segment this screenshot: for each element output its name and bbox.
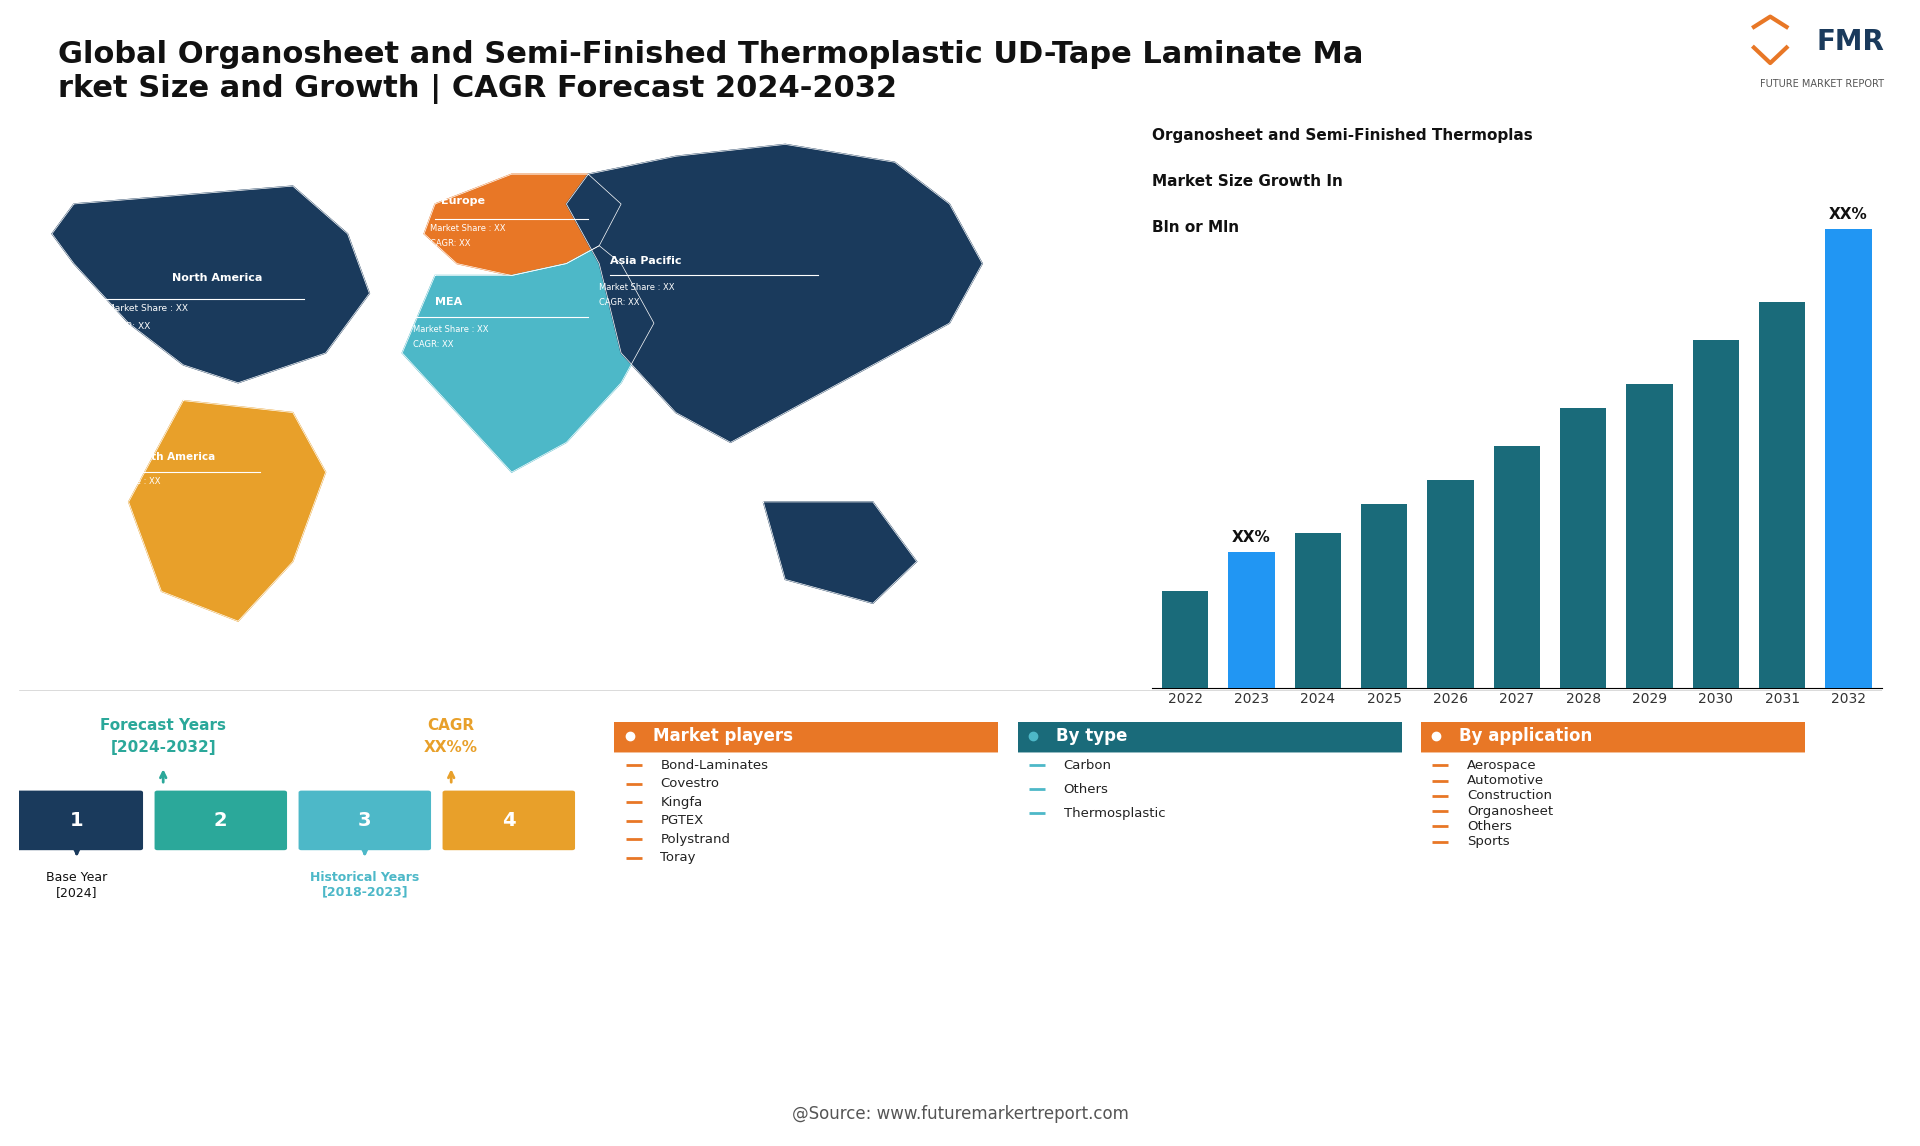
Text: CAGR: XX: CAGR: XX <box>430 238 470 248</box>
Text: 2: 2 <box>213 811 228 830</box>
FancyBboxPatch shape <box>442 791 576 850</box>
Bar <box>1229 552 1275 688</box>
Text: By type: By type <box>1056 728 1127 745</box>
Bar <box>1494 446 1540 688</box>
Bar <box>1693 340 1740 688</box>
Bar <box>1826 229 1872 688</box>
Bar <box>1626 384 1672 688</box>
Text: Europe: Europe <box>440 196 484 206</box>
Text: XX%: XX% <box>1233 531 1271 545</box>
Text: Others: Others <box>1064 783 1108 795</box>
Text: [2018-2023]: [2018-2023] <box>321 886 409 898</box>
Text: Carbon: Carbon <box>1064 759 1112 771</box>
Text: Organosheet: Organosheet <box>1467 804 1553 817</box>
Text: Market Share : XX: Market Share : XX <box>84 477 161 486</box>
Text: MEA: MEA <box>436 297 463 307</box>
Polygon shape <box>52 186 369 383</box>
Text: Automotive: Automotive <box>1467 774 1544 787</box>
Text: Market Share : XX: Market Share : XX <box>413 325 490 335</box>
Bar <box>1427 480 1475 688</box>
Text: CAGR: XX: CAGR: XX <box>84 495 125 504</box>
Text: Bln or Mln: Bln or Mln <box>1152 220 1238 235</box>
Text: CAGR: XX: CAGR: XX <box>413 340 453 350</box>
Bar <box>1162 591 1208 688</box>
Text: 3: 3 <box>357 811 372 830</box>
Text: Construction: Construction <box>1467 790 1551 802</box>
Text: Others: Others <box>1467 819 1511 833</box>
Text: Kingfa: Kingfa <box>660 795 703 809</box>
Text: Toray: Toray <box>660 851 695 864</box>
Text: South America: South America <box>129 453 215 462</box>
Text: Sports: Sports <box>1467 835 1509 848</box>
Text: [2024-2032]: [2024-2032] <box>109 740 217 755</box>
Bar <box>1559 408 1607 688</box>
FancyBboxPatch shape <box>611 721 1002 753</box>
Text: Covestro: Covestro <box>660 777 720 791</box>
Text: 1: 1 <box>69 811 84 830</box>
FancyBboxPatch shape <box>1014 721 1405 753</box>
Text: Historical Years: Historical Years <box>311 871 419 884</box>
Text: Aerospace: Aerospace <box>1467 759 1536 771</box>
Text: CAGR: CAGR <box>428 717 474 733</box>
Text: [2024]: [2024] <box>56 886 98 898</box>
Text: Global Organosheet and Semi-Finished Thermoplastic UD-Tape Laminate Ma: Global Organosheet and Semi-Finished The… <box>58 40 1363 69</box>
FancyBboxPatch shape <box>300 791 430 850</box>
Text: FUTURE MARKET REPORT: FUTURE MARKET REPORT <box>1761 79 1885 88</box>
Text: CAGR: XX: CAGR: XX <box>108 322 150 331</box>
Polygon shape <box>129 401 326 621</box>
Text: By application: By application <box>1459 728 1592 745</box>
Text: Market players: Market players <box>653 728 793 745</box>
Polygon shape <box>424 174 622 275</box>
Text: XX%: XX% <box>1830 207 1868 222</box>
Polygon shape <box>764 502 916 603</box>
Text: Thermosplastic: Thermosplastic <box>1064 807 1165 819</box>
Polygon shape <box>566 144 983 442</box>
Bar <box>1759 301 1805 688</box>
Text: Base Year: Base Year <box>46 871 108 884</box>
Text: Market Share : XX: Market Share : XX <box>430 223 505 233</box>
Text: Asia Pacific: Asia Pacific <box>611 256 682 266</box>
Text: Market Share : XX: Market Share : XX <box>599 283 674 292</box>
Text: Organosheet and Semi-Finished Thermoplas: Organosheet and Semi-Finished Thermoplas <box>1152 128 1532 143</box>
FancyBboxPatch shape <box>1417 721 1809 753</box>
Text: @Source: www.futuremarkertreport.com: @Source: www.futuremarkertreport.com <box>791 1105 1129 1123</box>
Bar <box>1294 533 1340 688</box>
Text: Polystrand: Polystrand <box>660 833 730 846</box>
Text: FMR: FMR <box>1816 29 1885 56</box>
FancyBboxPatch shape <box>154 791 288 850</box>
Text: Market Size Growth In: Market Size Growth In <box>1152 174 1342 189</box>
Text: North America: North America <box>173 274 263 283</box>
Text: PGTEX: PGTEX <box>660 814 705 827</box>
FancyBboxPatch shape <box>10 791 144 850</box>
Text: Market Share : XX: Market Share : XX <box>108 304 188 313</box>
Polygon shape <box>401 245 655 472</box>
Text: Bond-Laminates: Bond-Laminates <box>660 759 768 771</box>
Bar <box>1361 504 1407 688</box>
Text: 4: 4 <box>501 811 516 830</box>
Text: rket Size and Growth | CAGR Forecast 2024-2032: rket Size and Growth | CAGR Forecast 202… <box>58 74 897 104</box>
Text: CAGR: XX: CAGR: XX <box>599 298 639 307</box>
Text: Forecast Years: Forecast Years <box>100 717 227 733</box>
Text: XX%%: XX%% <box>424 740 478 755</box>
